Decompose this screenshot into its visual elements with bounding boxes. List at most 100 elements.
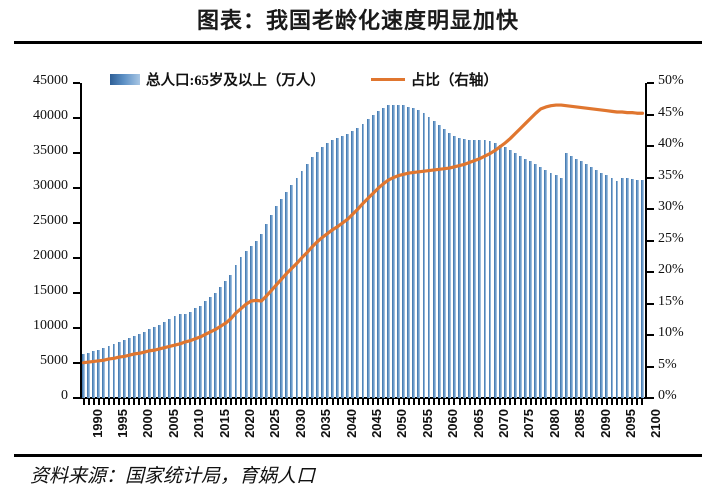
bar <box>331 140 334 398</box>
title-block: 图表：我国老龄化速度明显加快 <box>0 0 716 46</box>
x-axis-tick <box>189 399 192 405</box>
bar <box>483 140 487 398</box>
x-axis-tick <box>107 399 110 405</box>
y-axis-right-tick-label: 45% <box>658 104 684 120</box>
y-axis-left-tick-label: 45000 <box>33 73 68 88</box>
y-axis-left-tick-label: 10000 <box>33 318 68 333</box>
bar <box>173 316 177 398</box>
x-axis-tick-label: 2000 <box>140 409 156 438</box>
bar <box>305 164 309 398</box>
bar <box>229 274 233 398</box>
x-axis-tick <box>214 399 217 405</box>
bar <box>270 214 273 398</box>
bar <box>539 167 543 398</box>
bar <box>635 179 639 398</box>
x-axis-tick <box>321 399 324 405</box>
y-axis-right-tick <box>647 302 654 305</box>
y-axis-left-tick-label: 15000 <box>33 283 68 298</box>
x-axis-tick <box>417 399 420 405</box>
x-axis-tick <box>163 399 166 405</box>
bar <box>259 233 263 398</box>
bar <box>265 224 268 398</box>
bar <box>239 257 243 398</box>
x-axis-tick <box>194 399 197 405</box>
bar <box>564 153 568 398</box>
bar-swatch-icon <box>110 73 140 85</box>
bar <box>463 139 467 398</box>
bar <box>224 281 228 398</box>
x-axis-tick-label: 2045 <box>369 409 384 438</box>
bar <box>346 134 350 398</box>
x-axis-tick-label: 2100 <box>648 409 664 438</box>
x-axis-tick <box>641 399 644 405</box>
bar <box>234 265 238 398</box>
x-axis-tick <box>168 399 171 405</box>
x-axis-tick <box>382 399 385 405</box>
x-axis-tick <box>468 399 471 405</box>
y-axis-right-tick <box>647 113 654 116</box>
x-axis-tick <box>438 399 441 405</box>
legend-label-bar: 总人口:65岁及以上（万人） <box>146 72 325 89</box>
bar <box>351 131 355 398</box>
bar <box>102 348 106 398</box>
bar <box>193 308 197 398</box>
x-axis-tick <box>636 399 639 405</box>
x-axis-tick-label: 2075 <box>521 409 537 438</box>
x-axis-tick <box>372 399 375 405</box>
x-axis-tick <box>590 399 593 405</box>
bar <box>478 139 482 398</box>
x-axis-tick-label: 2040 <box>343 409 359 438</box>
x-axis-tick <box>489 399 492 405</box>
x-axis-tick <box>326 399 329 405</box>
y-axis-right-tick-label: 35% <box>658 167 684 183</box>
bar <box>183 314 187 398</box>
x-axis-tick-label: 2035 <box>318 409 334 438</box>
bar <box>204 301 207 398</box>
x-axis-tick <box>153 399 156 405</box>
x-axis-tick-label: 2095 <box>623 409 639 438</box>
y-axis-right-tick <box>647 365 654 368</box>
y-axis-left-tick <box>73 257 80 259</box>
bar <box>300 171 304 398</box>
bar <box>122 339 126 398</box>
y-axis-left-tick <box>73 397 80 399</box>
bar <box>412 108 416 398</box>
x-axis-tick <box>123 399 126 405</box>
x-axis-tick <box>158 399 161 405</box>
bar <box>163 321 167 398</box>
bar <box>590 167 594 398</box>
source-note: 资料来源：国家统计局，育娲人口 <box>30 466 316 487</box>
x-axis-tick <box>311 399 314 405</box>
bar <box>285 191 289 398</box>
x-axis-tick <box>295 399 298 405</box>
bar <box>87 352 91 398</box>
x-axis-tick <box>285 399 288 405</box>
x-axis-tick <box>529 399 532 405</box>
bar <box>524 158 528 398</box>
x-axis-tick <box>367 399 370 405</box>
bar <box>361 123 365 398</box>
x-axis-tick <box>600 399 603 405</box>
y-axis-left-tick-label: 25000 <box>33 213 68 228</box>
x-axis-tick <box>301 399 304 405</box>
bar <box>397 104 400 398</box>
y-axis-left-tick <box>73 362 80 364</box>
x-axis-tick <box>616 399 619 405</box>
y-axis-right-tick <box>647 271 654 273</box>
x-axis-tick <box>509 399 512 405</box>
y-axis-left-tick <box>73 117 80 119</box>
bar <box>376 111 380 398</box>
x-axis-tick <box>412 399 415 405</box>
x-axis-tick <box>184 399 187 405</box>
x-axis-tick <box>453 399 456 405</box>
x-axis-tick <box>428 399 431 405</box>
y-axis-right-tick-label: 5% <box>658 356 677 372</box>
bar <box>132 335 136 398</box>
x-axis-tick <box>539 399 542 405</box>
y-axis-left-tick-label: 35000 <box>33 143 68 158</box>
x-axis-tick <box>255 399 258 405</box>
bar <box>630 178 634 398</box>
x-axis-tick <box>275 399 278 405</box>
y-axis-left-tick-label: 20000 <box>33 248 68 263</box>
bar <box>473 139 477 398</box>
